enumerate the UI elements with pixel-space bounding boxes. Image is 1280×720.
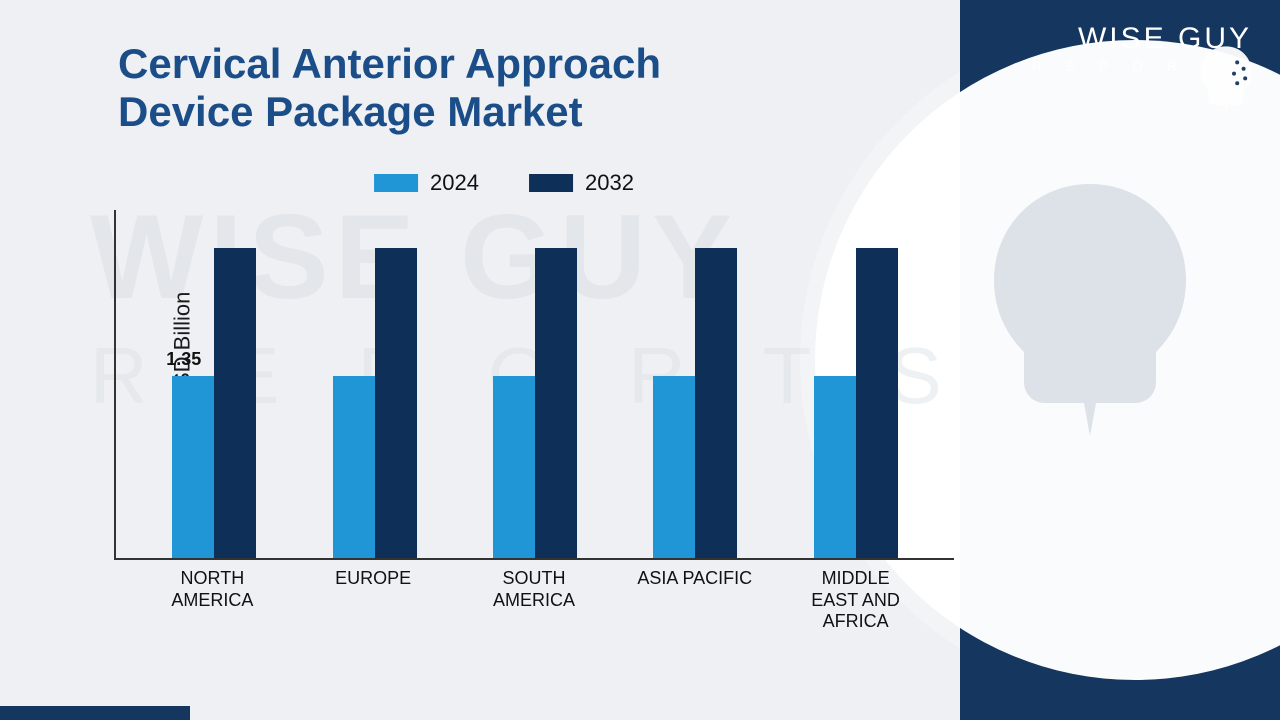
x-axis: NORTH AMERICA EUROPE SOUTH AMERICA ASIA PAC… [114,560,954,680]
x-axis-label: EUROPE [313,568,433,680]
bar-2024 [333,376,375,558]
bar-2032 [214,248,256,558]
bar-chart: Market Size in USD Billion 2024 2032 1.3… [54,160,954,680]
bar-2024 [814,376,856,558]
bar-2032 [535,248,577,558]
x-axis-label: MIDDLE EAST AND AFRICA [796,568,916,680]
legend-swatch-2024 [374,174,418,192]
legend-label-2024: 2024 [430,170,479,196]
bar-groups: 1.35 [116,210,954,558]
brand-logo: WISE GUY R E P O R T S [1032,22,1252,74]
bar-2032 [695,248,737,558]
bar-2024 [493,376,535,558]
bar-value-label: 1.35 [166,349,201,370]
bar-group [814,210,898,558]
infographic-canvas: WISE GUY R E P O R T S Cervical Anterior… [0,0,1280,720]
bar-2032 [856,248,898,558]
bar-group: 1.35 [172,210,256,558]
bar-2024 [172,376,214,558]
legend-label-2032: 2032 [585,170,634,196]
chart-legend: 2024 2032 [374,170,634,196]
x-axis-label: NORTH AMERICA [152,568,272,680]
x-axis-label: SOUTH AMERICA [474,568,594,680]
x-axis-label: ASIA PACIFIC [635,568,755,680]
watermark-head-icon [940,160,1240,460]
bar-2024 [653,376,695,558]
decor-bottom-bar [0,706,190,720]
bar-group [653,210,737,558]
plot-area: 1.35 [114,210,954,560]
legend-swatch-2032 [529,174,573,192]
legend-item-2032: 2032 [529,170,634,196]
legend-item-2024: 2024 [374,170,479,196]
bar-group [493,210,577,558]
bar-2032 [375,248,417,558]
bar-group [333,210,417,558]
chart-title: Cervical Anterior Approach Device Packag… [118,40,798,137]
brand-head-icon [1186,40,1266,120]
